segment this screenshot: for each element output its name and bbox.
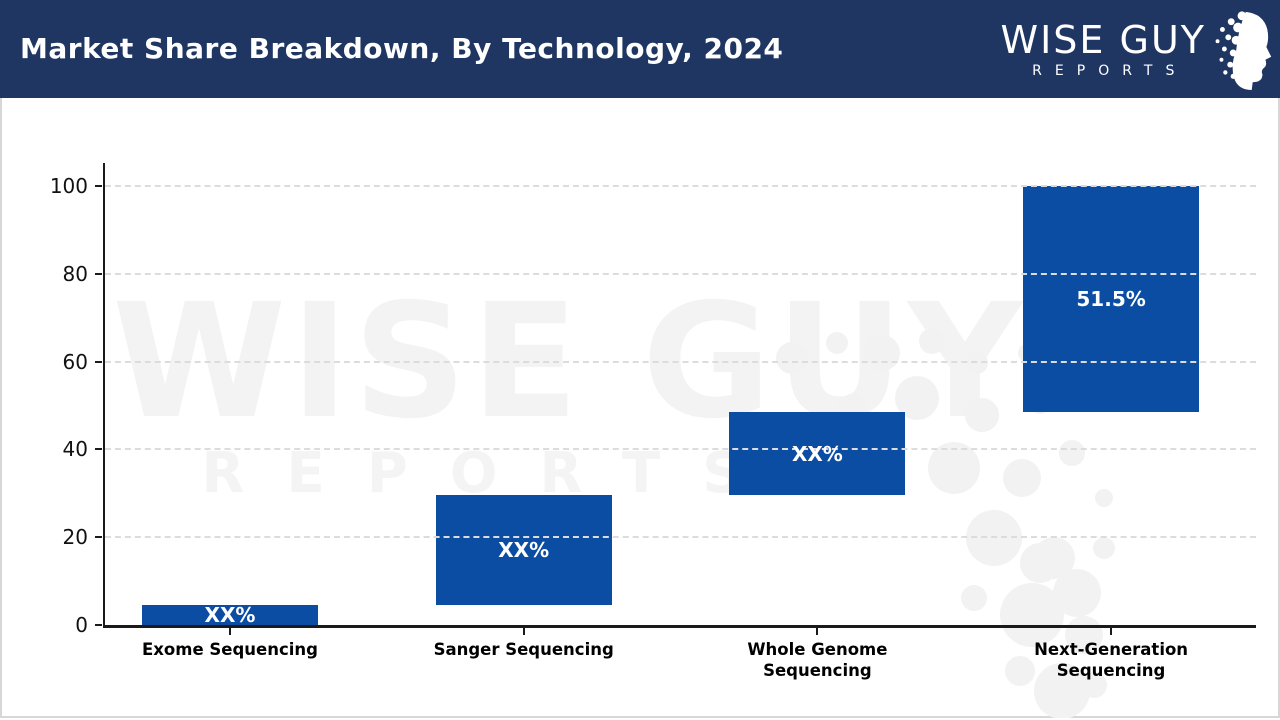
y-axis-line <box>103 163 105 628</box>
y-axis-tickmark <box>95 536 102 539</box>
bar-value-label: XX% <box>498 538 550 563</box>
bar-value-label: XX% <box>791 441 843 466</box>
y-axis-tickmark <box>95 272 102 275</box>
bar-value-label: 51.5% <box>1076 287 1146 312</box>
page-title: Market Share Breakdown, By Technology, 2… <box>20 32 784 65</box>
gridline-60 <box>105 360 1256 363</box>
bar-next-generation-sequencing <box>1023 186 1200 413</box>
y-axis-tick-label: 60 <box>62 349 88 374</box>
y-axis-tick-label: 80 <box>62 261 88 286</box>
y-axis-tickmark <box>95 624 102 626</box>
gridline-80 <box>105 272 1256 275</box>
x-axis-category-label: Exome Sequencing <box>142 640 318 659</box>
y-axis-tick-label: 20 <box>62 525 88 550</box>
x-axis-tickmark <box>1110 628 1113 635</box>
brand-logo-text: WISE GUY REPORTS <box>1001 19 1206 80</box>
y-axis-tickmark <box>95 448 102 451</box>
y-axis-tick-label: 40 <box>62 437 88 462</box>
y-axis-tick-label: 0 <box>75 613 88 637</box>
gridline-40 <box>105 448 1256 451</box>
gridline-100 <box>105 185 1256 187</box>
x-axis-category-label: Sanger Sequencing <box>433 640 614 659</box>
bar-whole-genome-sequencing <box>729 412 906 496</box>
bar-exome-sequencing <box>142 605 318 625</box>
x-axis-tickmark <box>229 628 231 635</box>
bar-value-label: XX% <box>204 603 256 628</box>
bar-sanger-sequencing <box>435 495 612 606</box>
x-axis-tickmark <box>816 628 819 635</box>
brand-name: WISE GUY <box>1000 17 1206 62</box>
x-axis-tickmark <box>522 628 525 635</box>
watermark-brand-subname: REPORTS <box>201 441 785 506</box>
y-axis-tickmark <box>95 185 102 187</box>
x-axis-category-label: Whole Genome Sequencing <box>747 640 888 680</box>
brand-logo: WISE GUY REPORTS <box>1001 8 1272 90</box>
x-axis-category-label: Next-Generation Sequencing <box>1034 640 1189 680</box>
brand-subname: REPORTS <box>1032 62 1188 79</box>
header-banner: Market Share Breakdown, By Technology, 2… <box>0 0 1280 98</box>
head-dots-icon <box>1215 11 1272 90</box>
x-axis-line <box>103 625 1256 628</box>
gridline-20 <box>105 536 1256 539</box>
y-axis-tickmark <box>95 360 102 363</box>
y-axis-tick-label: 100 <box>49 174 88 198</box>
